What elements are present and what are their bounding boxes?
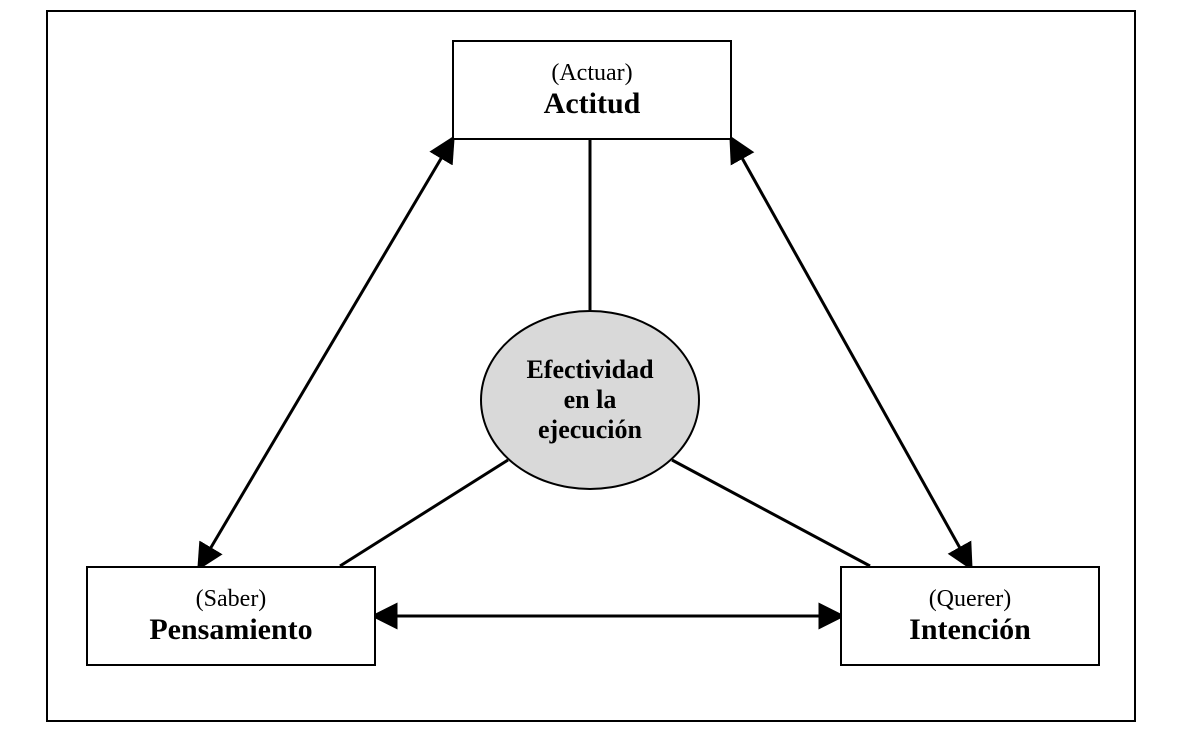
center-line2: en la xyxy=(564,385,617,415)
left-node: (Saber) Pensamiento xyxy=(86,566,376,666)
top-node: (Actuar) Actitud xyxy=(452,40,732,140)
center-line1: Efectividad xyxy=(526,355,653,385)
center-node: Efectividad en la ejecución xyxy=(480,310,700,490)
center-line3: ejecución xyxy=(538,415,642,445)
left-subtitle: (Saber) xyxy=(196,586,267,613)
right-subtitle: (Querer) xyxy=(929,586,1012,613)
right-node: (Querer) Intención xyxy=(840,566,1100,666)
right-title: Intención xyxy=(909,613,1031,647)
left-title: Pensamiento xyxy=(149,613,312,647)
top-subtitle: (Actuar) xyxy=(551,60,632,87)
top-title: Actitud xyxy=(544,87,641,121)
